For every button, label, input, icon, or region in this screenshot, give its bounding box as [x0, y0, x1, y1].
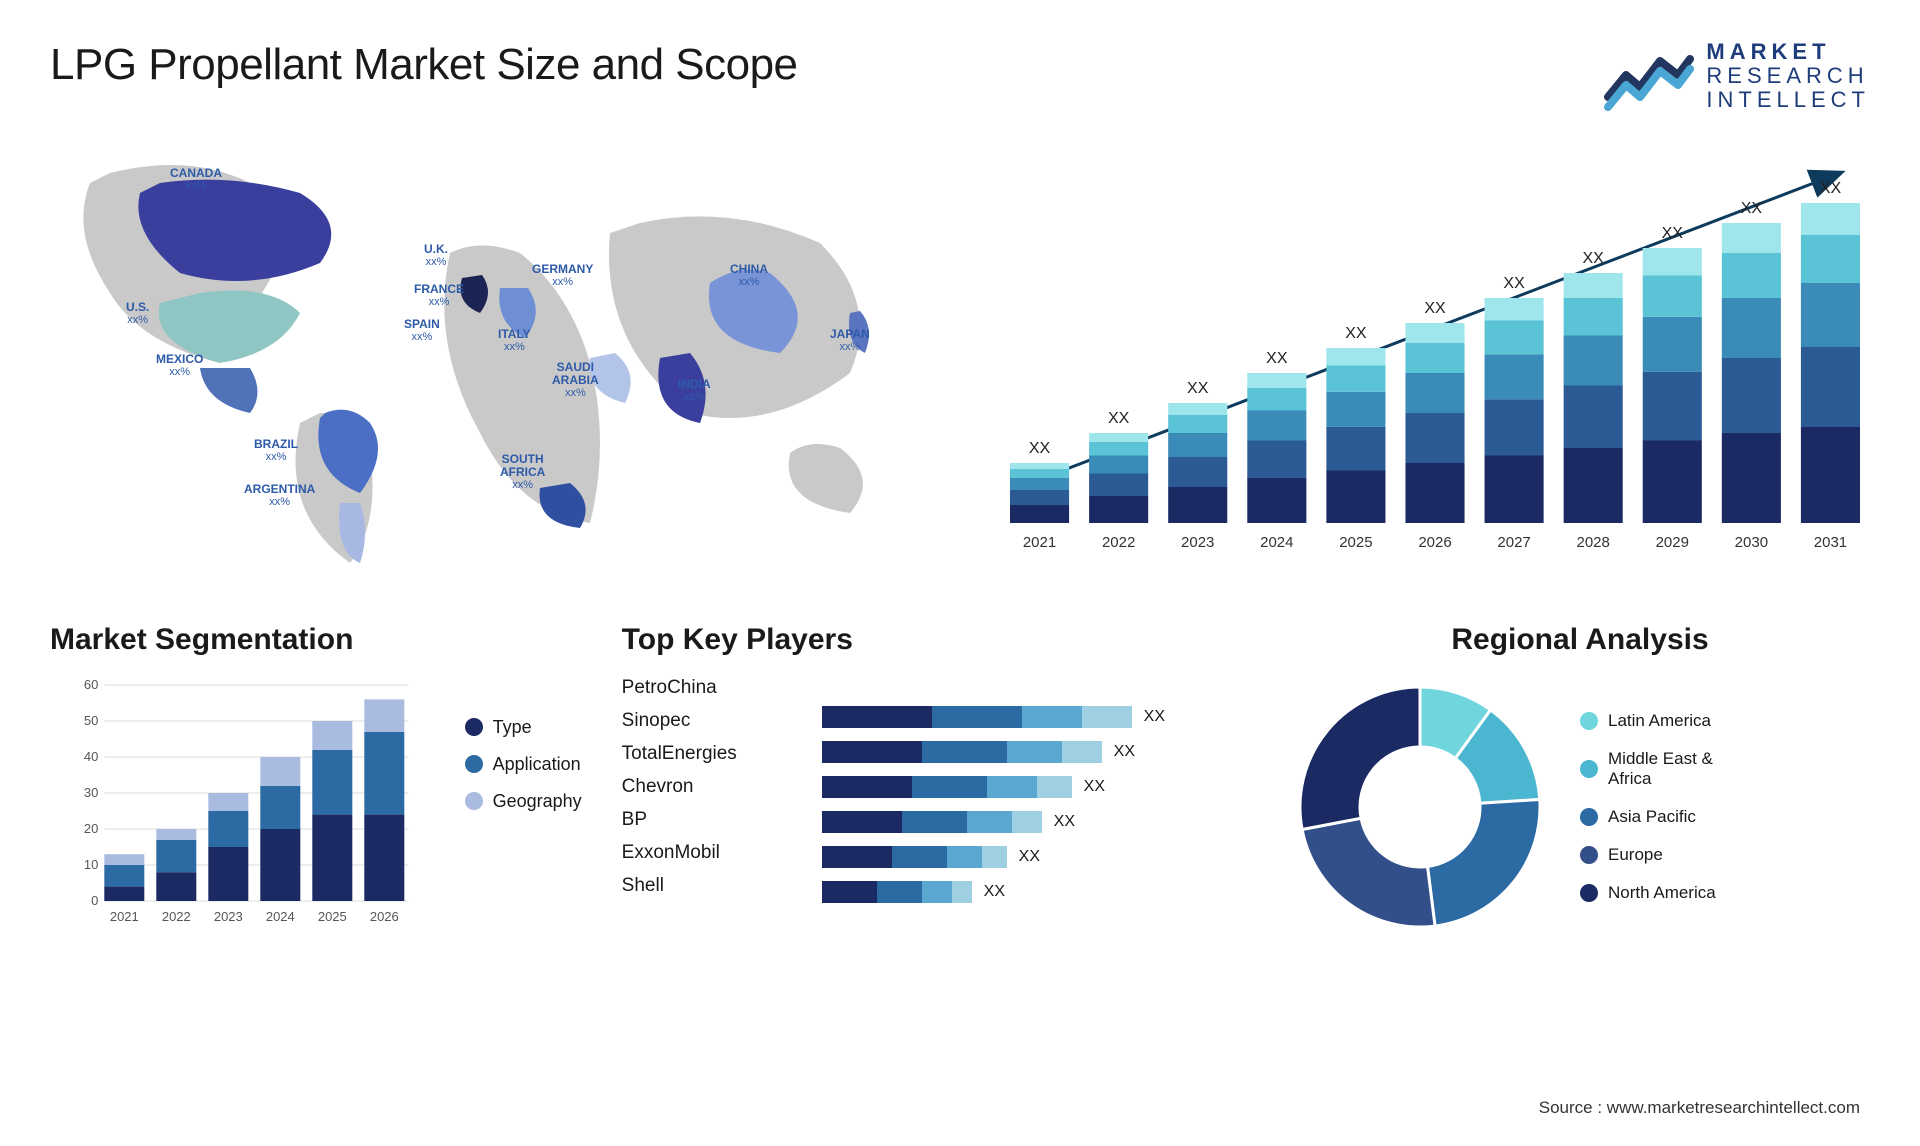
svg-text:30: 30: [84, 785, 98, 800]
map-label: FRANCExx%: [414, 283, 464, 308]
legend-item: Europe: [1580, 845, 1716, 865]
regional-legend: Latin America Middle East &Africa Asia Pac…: [1580, 711, 1716, 903]
map-label: SAUDIARABIAxx%: [552, 361, 599, 399]
svg-text:XX: XX: [1741, 200, 1763, 217]
svg-text:2027: 2027: [1497, 534, 1530, 551]
legend-item: North America: [1580, 883, 1716, 903]
svg-text:60: 60: [84, 677, 98, 692]
player-name: PetroChina: [622, 677, 792, 699]
legend-item: Latin America: [1580, 711, 1716, 731]
svg-text:XX: XX: [1424, 300, 1446, 317]
map-label: SPAINxx%: [404, 318, 440, 343]
svg-text:2022: 2022: [1102, 534, 1135, 551]
svg-text:2023: 2023: [1181, 534, 1214, 551]
svg-text:2021: 2021: [1023, 534, 1056, 551]
map-label: GERMANYxx%: [532, 263, 593, 288]
player-name: TotalEnergies: [622, 743, 792, 765]
map-label: SOUTHAFRICAxx%: [500, 453, 545, 491]
logo-line3: INTELLECT: [1706, 88, 1870, 112]
segmentation-chart: 0 10 20 30 40 50 60 2021 2022 2023 2024 2025 2026: [50, 677, 435, 927]
svg-text:10: 10: [84, 857, 98, 872]
page-title: LPG Propellant Market Size and Scope: [50, 40, 798, 90]
segmentation-legend: Type Application Geography: [465, 717, 582, 812]
player-bar-row: XX: [822, 740, 1250, 764]
svg-text:20: 20: [84, 821, 98, 836]
svg-text:2031: 2031: [1814, 534, 1847, 551]
players-list: PetroChina Sinopec TotalEnergies Chevron BP E…: [622, 677, 792, 904]
player-bar-row: XX: [822, 845, 1250, 869]
logo-line1: MARKET: [1706, 40, 1870, 64]
players-title: Top Key Players: [622, 623, 1250, 657]
player-name: ExxonMobil: [622, 842, 792, 864]
player-bar-row: XX: [822, 705, 1250, 729]
map-label: MEXICOxx%: [156, 353, 203, 378]
logo-mark-icon: [1604, 41, 1694, 111]
svg-text:2024: 2024: [266, 909, 295, 924]
svg-text:XX: XX: [1108, 410, 1130, 427]
svg-text:2029: 2029: [1656, 534, 1689, 551]
map-label: U.S.xx%: [126, 301, 149, 326]
svg-text:2026: 2026: [370, 909, 399, 924]
segmentation-title: Market Segmentation: [50, 623, 582, 657]
world-map-section: CANADAxx% U.S.xx% MEXICOxx% BRAZILxx% ARGENT…: [50, 143, 930, 573]
map-label: CHINAxx%: [730, 263, 768, 288]
svg-text:XX: XX: [1029, 440, 1051, 457]
players-panel: Top Key Players PetroChina Sinopec TotalEn…: [622, 623, 1250, 937]
svg-text:40: 40: [84, 749, 98, 764]
player-name: BP: [622, 809, 792, 831]
source-text: Source : www.marketresearchintellect.com: [1539, 1098, 1860, 1118]
svg-text:XX: XX: [1266, 350, 1288, 367]
svg-text:XX: XX: [1503, 275, 1525, 292]
svg-text:XX: XX: [1345, 325, 1367, 342]
svg-text:2028: 2028: [1576, 534, 1609, 551]
regional-title: Regional Analysis: [1290, 623, 1870, 657]
svg-text:2025: 2025: [318, 909, 347, 924]
svg-text:2030: 2030: [1735, 534, 1768, 551]
svg-text:50: 50: [84, 713, 98, 728]
map-label: CANADAxx%: [170, 167, 222, 192]
player-name: Chevron: [622, 776, 792, 798]
map-label: U.K.xx%: [424, 243, 448, 268]
svg-text:XX: XX: [1187, 380, 1209, 397]
legend-item: Geography: [465, 791, 582, 812]
map-label: INDIAxx%: [678, 378, 711, 403]
player-name: Sinopec: [622, 710, 792, 732]
svg-text:2024: 2024: [1260, 534, 1293, 551]
map-label: BRAZILxx%: [254, 438, 298, 463]
legend-item: Application: [465, 754, 582, 775]
map-label: ITALYxx%: [498, 328, 531, 353]
regional-panel: Regional Analysis Latin America Middle Ea…: [1290, 623, 1870, 937]
legend-item: Asia Pacific: [1580, 807, 1716, 827]
svg-text:XX: XX: [1662, 225, 1684, 242]
svg-text:2021: 2021: [110, 909, 139, 924]
svg-text:2026: 2026: [1418, 534, 1451, 551]
svg-text:2023: 2023: [214, 909, 243, 924]
player-name: Shell: [622, 875, 792, 897]
logo-line2: RESEARCH: [1706, 64, 1870, 88]
svg-text:0: 0: [91, 893, 98, 908]
segmentation-panel: Market Segmentation 0 10 20 30 40 50 60 2021 202…: [50, 623, 582, 937]
player-bar-row: XX: [822, 880, 1250, 904]
players-bars: XX XX XX XX XX XX: [822, 705, 1250, 904]
growth-chart: XX 2021 XX 2022 XX 2023 XX 2024 XX 2025 XX 2026 XX 20…: [990, 143, 1870, 573]
regional-donut-chart: [1290, 677, 1550, 937]
player-bar-row: XX: [822, 810, 1250, 834]
svg-text:XX: XX: [1820, 180, 1842, 197]
svg-text:2022: 2022: [162, 909, 191, 924]
map-label: ARGENTINAxx%: [244, 483, 315, 508]
legend-item: Middle East &Africa: [1580, 749, 1716, 789]
legend-item: Type: [465, 717, 582, 738]
player-bar-row: XX: [822, 775, 1250, 799]
map-label: JAPANxx%: [830, 328, 870, 353]
brand-logo: MARKET RESEARCH INTELLECT: [1604, 40, 1870, 113]
svg-text:XX: XX: [1583, 250, 1605, 267]
svg-text:2025: 2025: [1339, 534, 1372, 551]
